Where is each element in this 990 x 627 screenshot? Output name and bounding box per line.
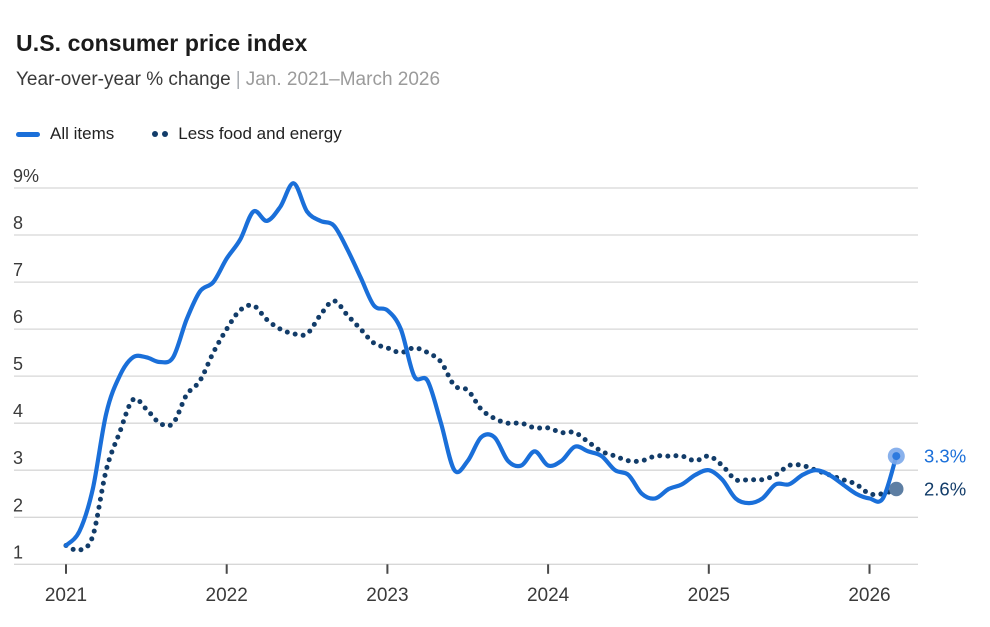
- subtitle-measure: Year-over-year % change: [16, 69, 231, 90]
- y-axis-labels: 9% 8 7 6 5 4 3 2 1: [13, 166, 39, 562]
- chart-subtitle: Year-over-year % change | Jan. 2021–March …: [16, 69, 440, 91]
- subtitle-separator: |: [235, 69, 241, 90]
- core-line: [63, 298, 899, 553]
- all-items-line-swatch: [16, 131, 40, 137]
- y-axis-label: 9%: [13, 166, 39, 186]
- core-end-dot: [889, 481, 904, 497]
- x-axis-label: 2021: [45, 585, 87, 606]
- legend: All items Less food and energy: [16, 124, 342, 144]
- y-axis-label: 4: [13, 401, 23, 421]
- y-axis-label: 3: [13, 448, 23, 468]
- x-axis-label: 2022: [206, 585, 248, 606]
- legend-item-core: Less food and energy: [152, 124, 342, 144]
- x-axis-label: 2023: [366, 585, 408, 606]
- subtitle-date-range: Jan. 2021–March 2026: [245, 69, 441, 90]
- x-axis-label: 2025: [688, 585, 730, 606]
- x-axis-label: 2024: [527, 585, 570, 606]
- gridlines: [14, 187, 918, 565]
- y-axis-label: 5: [13, 354, 23, 374]
- y-axis-label: 6: [13, 307, 23, 327]
- y-axis-label: 2: [13, 495, 23, 515]
- all-items-end-dot: [892, 452, 901, 461]
- legend-label-core: Less food and energy: [178, 124, 342, 143]
- legend-item-all-items: All items: [16, 124, 114, 144]
- y-axis-label: 8: [13, 213, 23, 233]
- end-value-label: 3.3%: [924, 446, 966, 467]
- y-axis-label: 1: [13, 542, 23, 562]
- end-annotations: 3.3% 2.6%: [887, 446, 966, 500]
- x-axis-label: 2026: [848, 585, 890, 606]
- legend-label-all-items: All items: [50, 124, 115, 143]
- x-axis: 2021 2022 2023 2024 2025 2026: [45, 564, 891, 606]
- end-value-label: 2.6%: [924, 479, 966, 500]
- y-axis-label: 7: [13, 260, 23, 280]
- core-dotted-swatch: [152, 131, 169, 137]
- chart-title: U.S. consumer price index: [16, 30, 308, 56]
- all-items-line: [63, 181, 899, 548]
